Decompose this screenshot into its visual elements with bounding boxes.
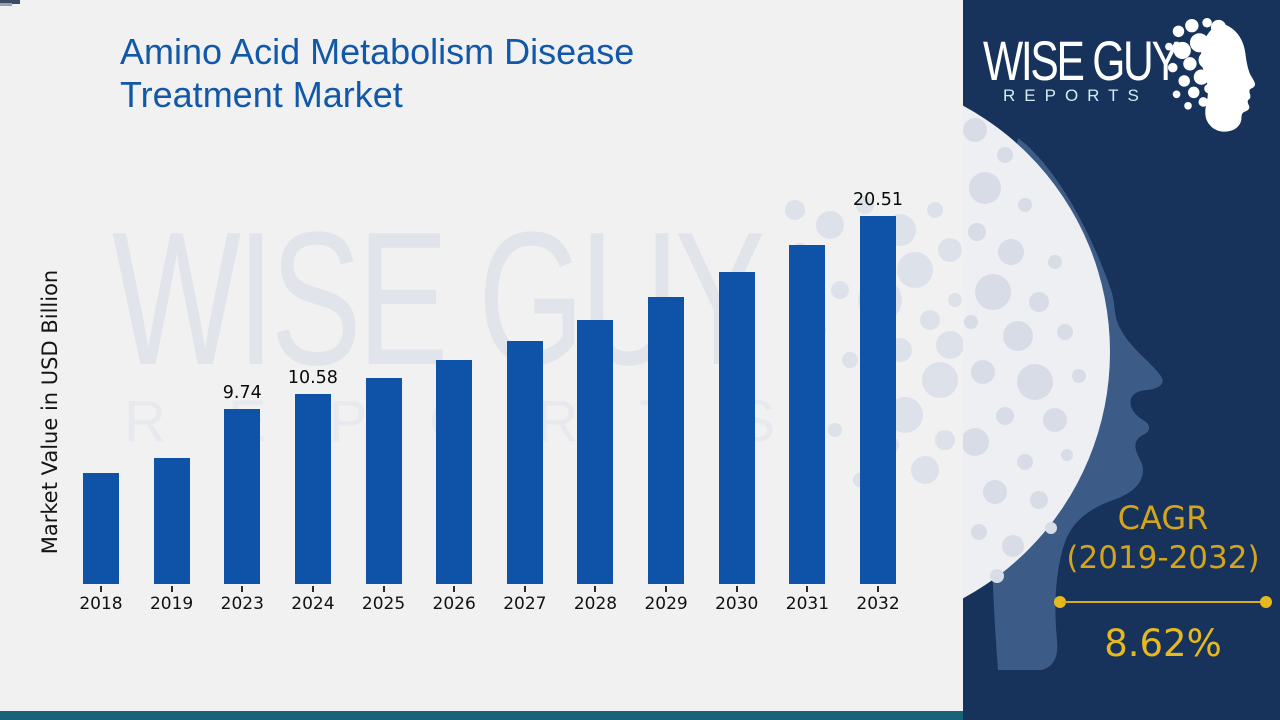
bar-2026 bbox=[436, 360, 473, 584]
bar-2028 bbox=[577, 320, 614, 584]
bar-2032 bbox=[860, 216, 897, 584]
x-tick-2029 bbox=[665, 586, 668, 592]
cagr-range: (2019-2032) bbox=[1066, 540, 1260, 576]
x-tick-2032 bbox=[877, 586, 880, 592]
divider-dot-right bbox=[1260, 596, 1272, 608]
x-tick-label-2031: 2031 bbox=[785, 594, 830, 614]
bar-2019 bbox=[153, 458, 190, 584]
value-label-2032: 20.51 bbox=[852, 190, 904, 210]
x-tick-label-2027: 2027 bbox=[503, 594, 547, 614]
page-title: Amino Acid Metabolism Disease Treatment … bbox=[120, 30, 634, 116]
cagr-divider-line bbox=[1054, 596, 1272, 608]
page-title-line2: Treatment Market bbox=[120, 74, 403, 115]
x-tick-label-2023: 2023 bbox=[220, 594, 264, 614]
x-tick-label-2030: 2030 bbox=[715, 594, 759, 614]
bar-2018 bbox=[83, 473, 119, 584]
x-tick-2027 bbox=[523, 586, 526, 592]
value-label-2023: 9.74 bbox=[222, 383, 262, 403]
x-tick-label-2026: 2026 bbox=[432, 594, 476, 614]
bar-2027 bbox=[506, 341, 543, 584]
bar-2029 bbox=[648, 297, 685, 584]
x-tick-2028 bbox=[594, 586, 597, 592]
x-tick-label-2019: 2019 bbox=[149, 594, 194, 614]
divider-dot-left bbox=[1054, 596, 1066, 608]
brand-side-panel: WISE GUY REPORTS CAGR (2019-2032) bbox=[963, 0, 1280, 720]
bottom-accent-strip bbox=[0, 711, 963, 720]
bar-2031 bbox=[789, 245, 826, 584]
logo-sub-text: REPORTS bbox=[1003, 86, 1148, 105]
x-tick-2019 bbox=[170, 586, 173, 592]
bar-2025 bbox=[365, 378, 402, 584]
x-tick-2018 bbox=[100, 586, 102, 592]
x-tick-2023 bbox=[241, 586, 244, 592]
x-tick-2025 bbox=[382, 586, 385, 592]
circle-dots-pattern bbox=[963, 118, 1086, 583]
value-label-2024: 10.58 bbox=[287, 368, 338, 388]
bar-2023 bbox=[224, 409, 261, 584]
logo-brand-text: WISE GUY bbox=[983, 29, 1180, 92]
x-tick-label-2028: 2028 bbox=[573, 594, 618, 614]
cagr-value: 8.62% bbox=[1104, 622, 1222, 665]
cagr-label: CAGR bbox=[1117, 499, 1209, 537]
divider-line bbox=[1062, 601, 1264, 603]
page-title-line1: Amino Acid Metabolism Disease bbox=[120, 31, 635, 72]
x-tick-label-2018: 2018 bbox=[79, 594, 123, 614]
bar-2024 bbox=[294, 394, 331, 584]
x-tick-label-2025: 2025 bbox=[361, 594, 406, 614]
x-tick-2031 bbox=[806, 586, 809, 592]
x-tick-label-2032: 2032 bbox=[856, 594, 900, 614]
logo-face-icon bbox=[1165, 18, 1256, 132]
x-tick-label-2024: 2024 bbox=[291, 594, 335, 614]
x-tick-2030 bbox=[735, 586, 738, 592]
x-tick-2026 bbox=[453, 586, 456, 592]
wise-guy-reports-logo: WISE GUY REPORTS bbox=[963, 0, 1280, 150]
bar-2030 bbox=[718, 272, 755, 584]
corner-artifact-light bbox=[0, 3, 12, 6]
x-tick-label-2029: 2029 bbox=[644, 594, 688, 614]
x-tick-2024 bbox=[311, 586, 314, 592]
cagr-block: CAGR (2019-2032) 8.62% bbox=[1054, 498, 1272, 665]
corner-artifact bbox=[0, 0, 20, 4]
